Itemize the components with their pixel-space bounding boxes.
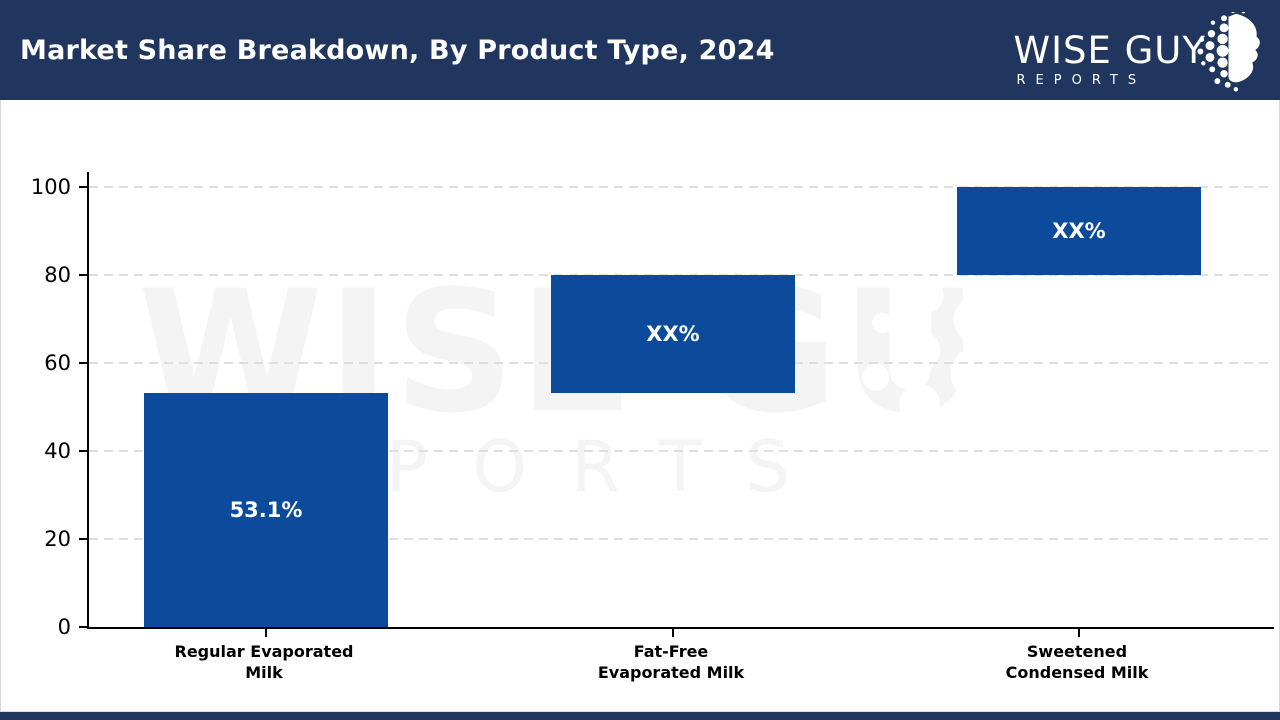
bar: 53.1% [144,393,388,627]
y-tick-mark [79,538,87,540]
logo-wordmark-line1: WISE GUY [1013,29,1206,72]
y-axis: 0 20 40 60 80 100 [0,172,87,639]
bar-value-label: XX% [646,322,700,347]
y-tick-mark [79,626,87,628]
gridline [89,450,1274,452]
header-bar: Market Share Breakdown, By Product Type,… [0,0,1280,100]
y-tick-mark [79,274,87,276]
y-tick-mark [79,186,87,188]
page-title: Market Share Breakdown, By Product Type,… [20,34,775,66]
y-tick-mark [79,450,87,452]
face-logo-icon [1197,12,1260,92]
gridline [89,186,1274,188]
brand-logo: WISE GUY REPORTS [1014,12,1264,94]
x-category-line1: Regular Evaporated [174,642,354,661]
x-category-line2: Milk [245,663,283,682]
bottom-divider [0,711,1280,712]
bar-value-label: 53.1% [229,498,303,523]
logo-wordmark: WISE GUY REPORTS [1013,29,1206,89]
x-tick-mark [1078,629,1080,637]
gridline [89,274,1274,276]
logo-wordmark-line2: REPORTS [1016,73,1147,88]
footer-bar [0,712,1280,720]
y-tick-label: 80 [44,263,71,287]
y-tick-mark [79,362,87,364]
y-tick-label: 100 [30,174,71,199]
x-category-label: Regular Evaporated Milk [94,641,434,683]
x-category-line1: Fat-Free [633,642,709,661]
bar: XX% [551,275,795,394]
x-category-label: Sweetened Condensed Milk [907,641,1247,683]
bar-value-label: XX% [1052,219,1106,244]
bar: XX% [957,187,1201,276]
y-tick-label: 0 [57,615,71,639]
y-tick-label: 60 [44,351,71,375]
x-category-line2: Condensed Milk [1005,663,1149,682]
gridline [89,538,1274,540]
x-axis-labels: Regular Evaporated Milk Fat-Free Evaporated… [87,641,1272,701]
x-tick-mark [672,629,674,637]
x-category-label: Fat-Free Evaporated Milk [501,641,841,683]
x-category-line2: Evaporated Milk [597,663,745,682]
y-tick-label: 20 [44,527,71,551]
x-tick-mark [265,629,267,637]
y-tick-label: 40 [44,439,71,463]
x-category-line1: Sweetened [1026,642,1128,661]
chart-plot-area: 53.1% XX% XX% [87,172,1274,637]
